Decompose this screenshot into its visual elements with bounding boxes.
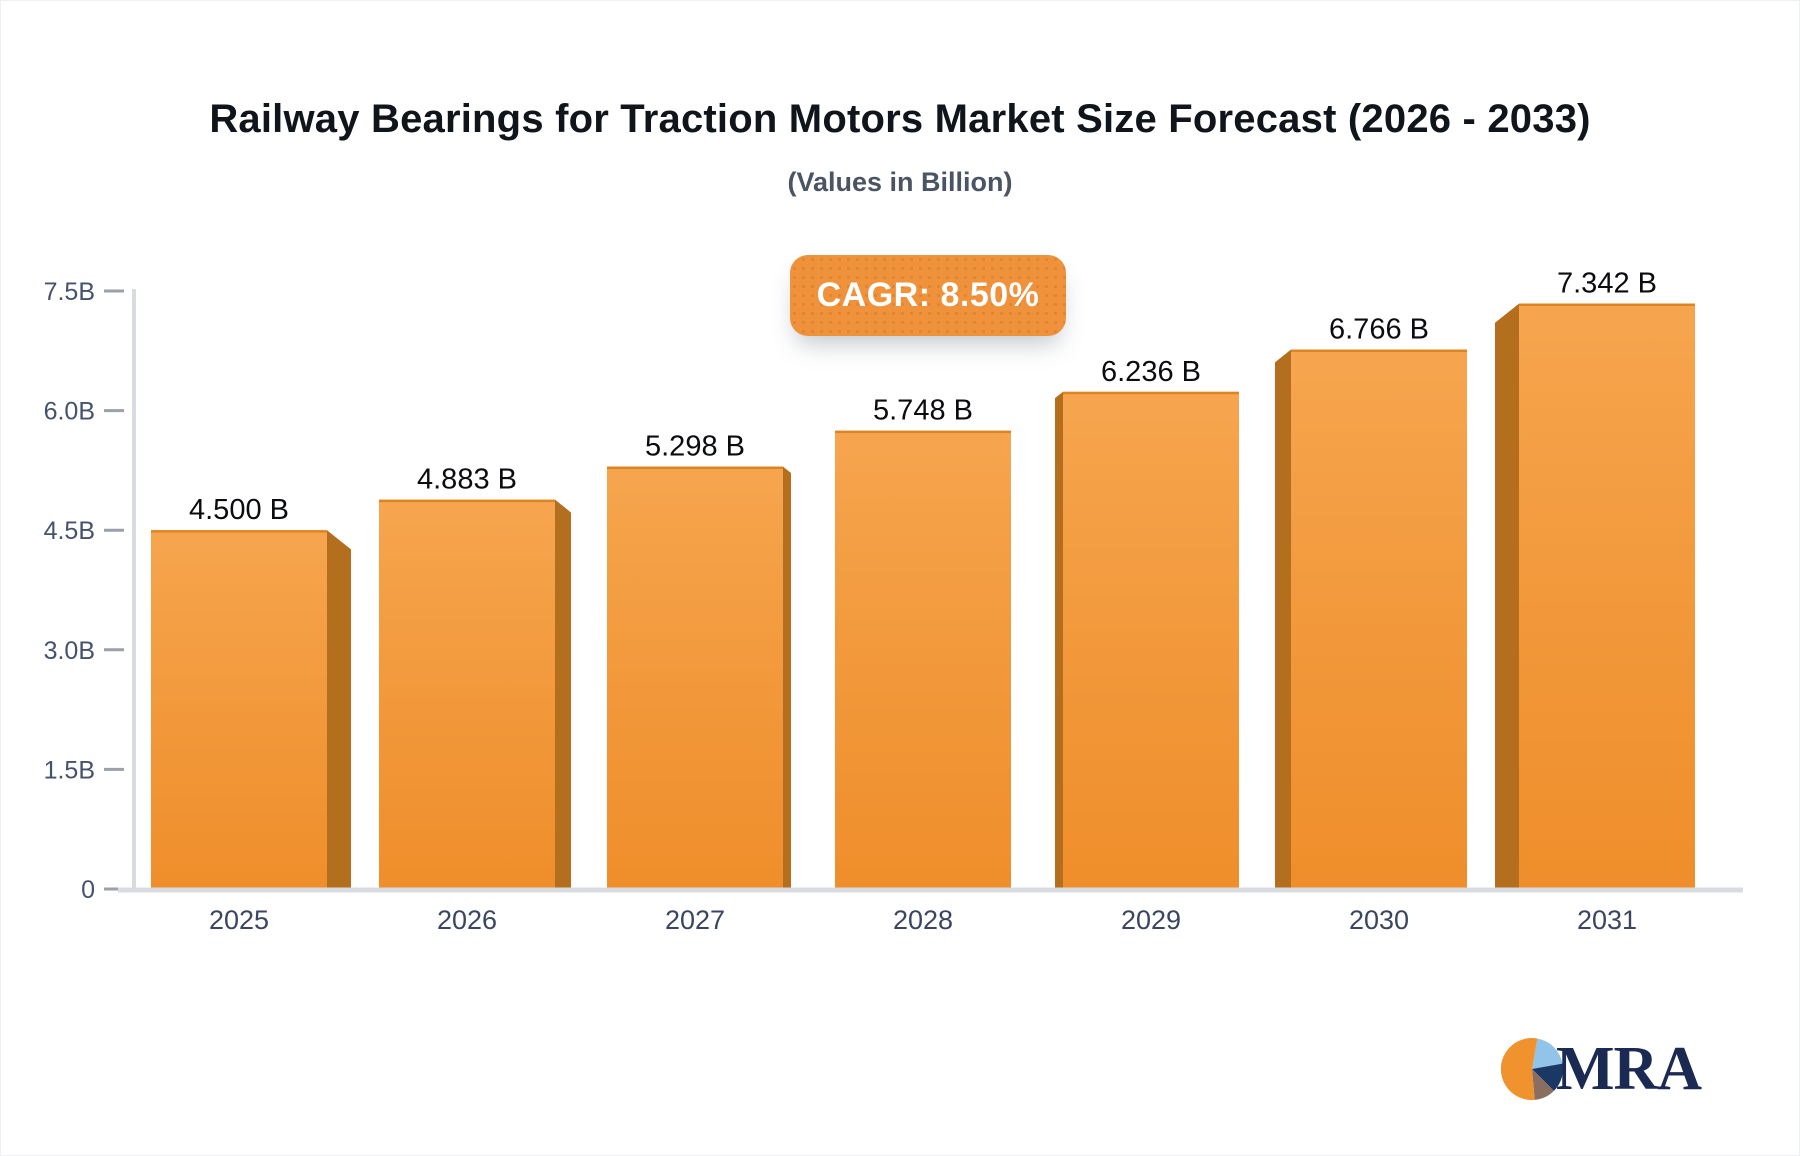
y-tick-label: 0 bbox=[81, 876, 95, 904]
bar-side bbox=[1495, 303, 1519, 889]
logo-pie-slice-navy bbox=[1532, 1063, 1563, 1091]
bar bbox=[1519, 303, 1695, 889]
bar-value-label: 4.883 B bbox=[417, 464, 517, 496]
y-tick-label: 4.5B bbox=[44, 517, 95, 545]
bar bbox=[607, 466, 783, 889]
chart-subtitle: (Values in Billion) bbox=[787, 167, 1013, 197]
y-tick-label: 3.0B bbox=[44, 637, 95, 665]
logo-pie-slice-orange bbox=[1501, 1038, 1538, 1100]
bar bbox=[835, 430, 1011, 889]
x-tick-label: 2026 bbox=[437, 905, 497, 935]
bar-side bbox=[1275, 349, 1291, 889]
bar-value-label: 6.766 B bbox=[1329, 314, 1429, 346]
x-tick-label: 2029 bbox=[1121, 905, 1181, 935]
bar-side bbox=[1055, 391, 1063, 889]
x-tick-label: 2031 bbox=[1577, 905, 1637, 935]
bar-value-label: 7.342 B bbox=[1557, 268, 1657, 300]
cagr-badge: CAGR: 8.50% bbox=[790, 255, 1066, 336]
brand-logo: MRA bbox=[1501, 1035, 1702, 1103]
bar-value-label: 4.500 B bbox=[189, 494, 289, 526]
bar-side bbox=[327, 530, 351, 889]
bar-value-label: 6.236 B bbox=[1101, 356, 1201, 388]
y-tick-label: 6.0B bbox=[44, 398, 95, 426]
x-tick-label: 2027 bbox=[665, 905, 725, 935]
bar-side bbox=[555, 499, 571, 889]
x-tick-label: 2030 bbox=[1349, 905, 1409, 935]
chart-title: Railway Bearings for Traction Motors Mar… bbox=[209, 97, 1591, 141]
x-tick-label: 2028 bbox=[893, 905, 953, 935]
bar-side bbox=[783, 466, 791, 889]
logo-pie-slice-brown bbox=[1532, 1069, 1554, 1100]
bar bbox=[1063, 391, 1239, 889]
bar bbox=[1291, 349, 1467, 889]
y-tick-label: 1.5B bbox=[44, 756, 95, 784]
logo-pie-slice-lightblue bbox=[1532, 1038, 1563, 1069]
y-tick-label: 7.5B bbox=[44, 278, 95, 306]
bar bbox=[379, 499, 555, 889]
logo-pie-icon bbox=[1501, 1038, 1563, 1100]
cagr-badge-label: CAGR: 8.50% bbox=[816, 276, 1040, 314]
x-tick-label: 2025 bbox=[209, 905, 269, 935]
bar-value-label: 5.748 B bbox=[873, 395, 973, 427]
logo-text: MRA bbox=[1556, 1035, 1702, 1103]
bar bbox=[151, 530, 327, 889]
bar-value-label: 5.298 B bbox=[645, 431, 745, 463]
